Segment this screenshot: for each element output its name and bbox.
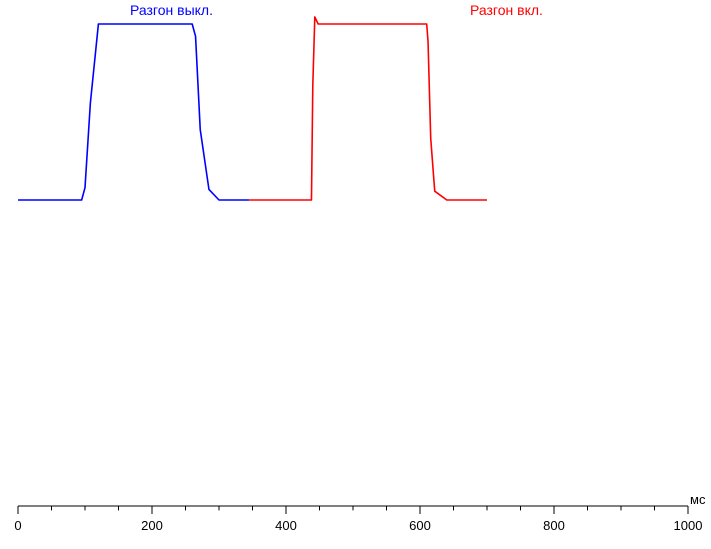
x-tick-label: 1000 [674, 518, 703, 533]
chart-plot-area [0, 0, 711, 549]
oscilloscope-chart: Разгон выкл. Разгон вкл. 0 200 400 600 8… [0, 0, 711, 549]
x-tick-label: 600 [409, 518, 431, 533]
x-axis-unit-label: мс [690, 492, 705, 507]
series-label-off: Разгон выкл. [130, 2, 213, 18]
series-line-on [249, 17, 487, 200]
x-tick-label: 800 [543, 518, 565, 533]
series-line-off [18, 24, 249, 200]
x-tick-label: 400 [275, 518, 297, 533]
x-tick-label: 200 [141, 518, 163, 533]
series-label-on: Разгон вкл. [470, 2, 543, 18]
x-tick-label: 0 [14, 518, 21, 533]
